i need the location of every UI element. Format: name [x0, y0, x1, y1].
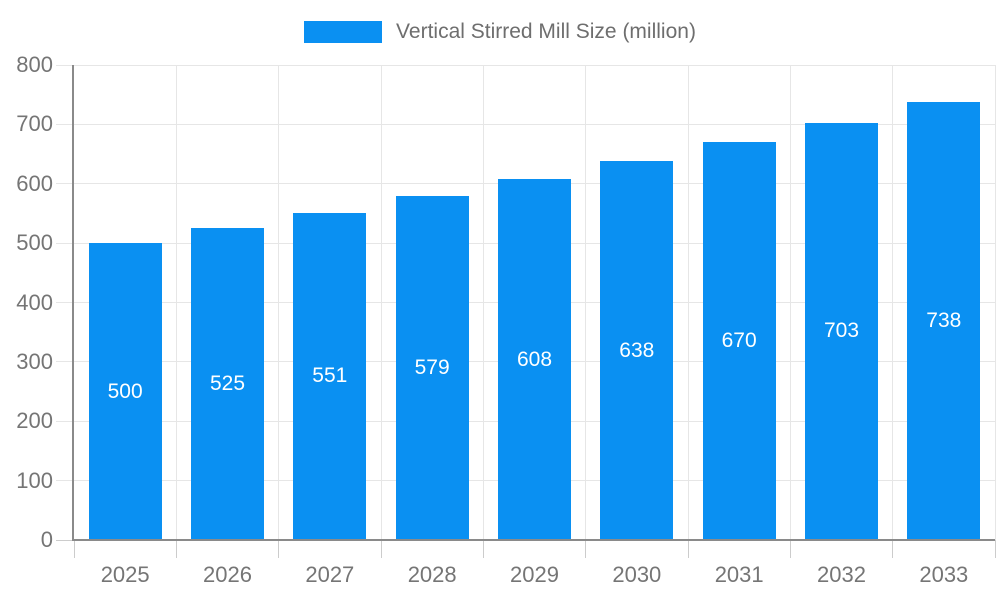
bar-value-label: 638 — [619, 338, 655, 362]
bar — [395, 196, 469, 540]
x-gridline — [278, 65, 280, 540]
x-axis-tick — [585, 540, 587, 558]
x-gridline — [994, 65, 996, 540]
x-axis-tick — [73, 540, 75, 558]
bar-value-label: 608 — [516, 347, 553, 371]
y-axis-tick-label: 300 — [16, 348, 53, 374]
x-axis-tick-label: 2026 — [203, 562, 252, 587]
x-axis-tick-label: 2032 — [817, 562, 866, 587]
x-axis-tick — [994, 540, 996, 558]
bar-value-label: 579 — [414, 356, 450, 380]
bar-value-label: 738 — [926, 308, 962, 332]
x-gridline — [789, 65, 791, 540]
x-axis-tick — [892, 540, 894, 558]
x-axis-tick-label: 2025 — [100, 562, 150, 587]
x-axis-tick-label: 2033 — [919, 562, 969, 587]
y-axis-tick-label: 400 — [16, 289, 53, 315]
y-axis-tick-label: 100 — [16, 467, 53, 493]
x-axis-line — [72, 539, 995, 541]
x-gridline — [892, 65, 894, 540]
x-gridline — [482, 65, 484, 540]
bar — [805, 122, 878, 540]
y-axis-tick-label: 0 — [40, 527, 53, 552]
bar — [88, 243, 162, 540]
x-gridline — [175, 65, 177, 540]
y-axis-tick-label: 700 — [16, 111, 53, 137]
y-gridline — [56, 123, 995, 125]
bar — [907, 101, 981, 540]
y-axis-tick-label: 800 — [16, 52, 53, 77]
bar-value-label: 703 — [823, 319, 860, 343]
x-axis-tick-label: 2029 — [510, 562, 559, 587]
x-axis-tick — [687, 540, 689, 558]
bar — [600, 161, 674, 540]
x-axis-tick — [482, 540, 484, 558]
y-axis-tick-label: 600 — [16, 170, 53, 196]
bar — [293, 212, 367, 540]
x-gridline — [585, 65, 587, 540]
x-gridline — [380, 65, 382, 540]
bar — [498, 179, 571, 540]
x-axis-tick — [789, 540, 791, 558]
bar-value-label: 670 — [721, 329, 757, 353]
x-axis-tick — [175, 540, 177, 558]
bar-value-label: 525 — [209, 372, 246, 396]
bar-value-label: 551 — [312, 364, 348, 388]
x-axis-tick — [278, 540, 280, 558]
x-axis-tick-label: 2030 — [612, 562, 662, 587]
x-axis-tick-label: 2027 — [305, 562, 355, 587]
y-axis-tick — [56, 539, 74, 541]
x-axis-tick — [380, 540, 382, 558]
legend-label: Vertical Stirred Mill Size (million) — [396, 19, 696, 43]
x-axis-tick-label: 2028 — [407, 562, 457, 587]
x-gridline — [687, 65, 689, 540]
bar — [191, 228, 264, 540]
y-axis-tick-label: 500 — [16, 230, 53, 256]
bar-value-label: 500 — [107, 379, 143, 403]
y-axis-line — [72, 65, 74, 540]
x-axis-tick-label: 2031 — [714, 562, 764, 587]
y-axis-tick-label: 200 — [16, 408, 53, 434]
chart-legend: Vertical Stirred Mill Size (million) — [0, 20, 1000, 43]
bar — [702, 142, 776, 540]
y-gridline — [56, 64, 995, 66]
legend-color-swatch — [304, 20, 383, 43]
